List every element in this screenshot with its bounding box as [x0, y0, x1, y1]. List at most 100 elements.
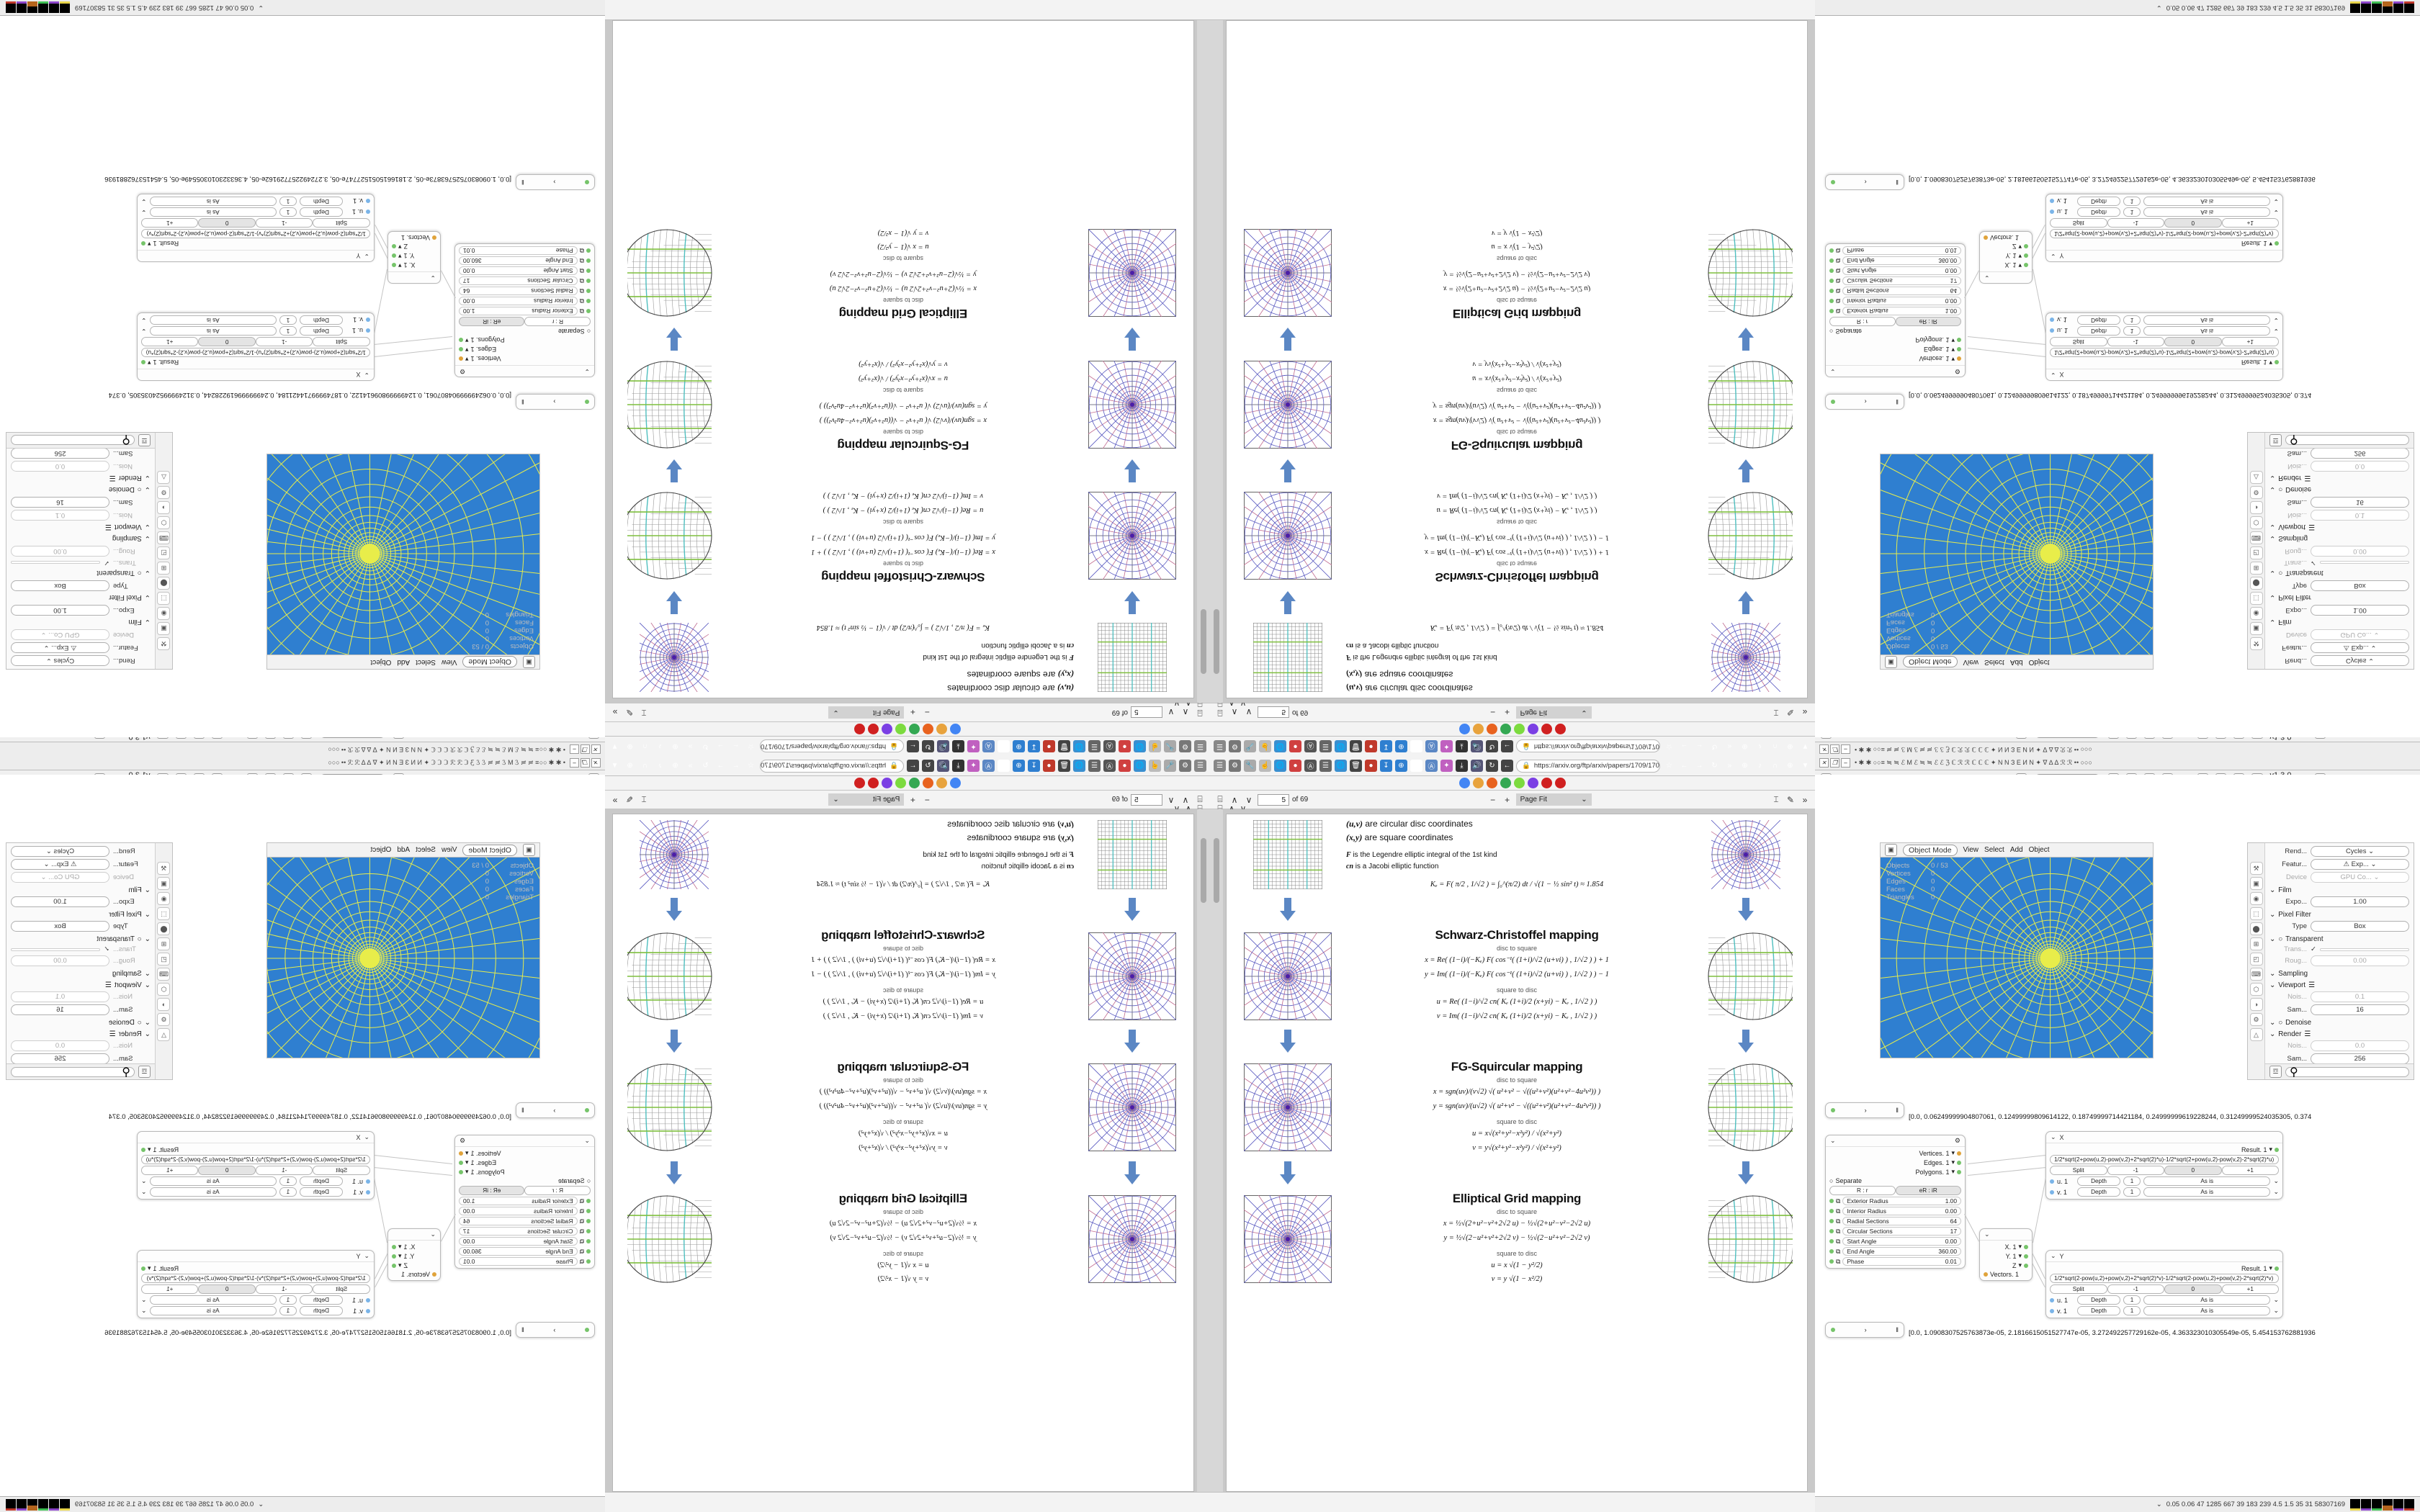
toolbar-icon-11[interactable]: ↧ — [1028, 760, 1040, 772]
chevron-down-icon[interactable]: ⌄ — [2269, 523, 2276, 531]
property-section-header[interactable]: ⌄ Render ☰ — [11, 474, 151, 482]
axis-field[interactable]: As is — [2143, 1176, 2271, 1186]
formula-button[interactable]: Split — [2050, 337, 2107, 346]
window-button[interactable]: – — [570, 744, 579, 754]
torus-prop-value[interactable]: 0.00 — [463, 1207, 475, 1215]
chevron-down-icon[interactable]: ⌄ — [2269, 534, 2276, 542]
nav-icon-0[interactable]: ☆ — [1666, 762, 1672, 770]
chevron-down-icon[interactable]: ⌄ — [45, 657, 54, 665]
properties-tab[interactable]: ⬤ — [2249, 922, 2263, 935]
toolbar-icon-4[interactable]: 🌐 — [1134, 740, 1146, 752]
depth-field[interactable]: Depth — [300, 1306, 343, 1315]
torus-prop-value[interactable]: 64 — [1950, 287, 1957, 294]
node-settings-icon[interactable]: ⚙ — [1954, 368, 1960, 375]
properties-editor[interactable]: ⚒ ▣ ◉ ⬚ ⬤ ⊞ ◰ ⌨ ⬡ ◑ ⚙ △ Rend... Cycles ⌄ Featur... ⚠ Ex… — [2247, 842, 2414, 1080]
link-icon[interactable]: ⧉ — [579, 1217, 584, 1225]
collapsed-node[interactable]: › ‖ — [516, 1102, 595, 1118]
nav-icon-5[interactable]: ⊕ — [1742, 762, 1748, 770]
collapse-chevron-icon[interactable]: ⌄ — [584, 1137, 590, 1144]
chevron-down-icon[interactable]: ⌄ — [2273, 1177, 2279, 1184]
depth-field[interactable]: Depth — [2077, 1176, 2120, 1186]
toolbar-icon-18[interactable]: ↻ — [1486, 760, 1498, 772]
formula-button[interactable]: +1 — [2221, 218, 2279, 228]
output-dropdown-icon[interactable]: ▾ — [465, 1158, 469, 1166]
output-socket[interactable] — [1957, 347, 1961, 352]
toolbar-icon-16[interactable]: ⤓ — [1456, 740, 1468, 752]
bookmarks-bar[interactable] — [605, 721, 1210, 736]
toolbar-icon-6[interactable]: Ⓐ — [1304, 760, 1317, 772]
torus-separate-row[interactable]: ○ Separate — [459, 1177, 591, 1184]
property-section-header[interactable]: ⌄ Pixel Filter — [11, 593, 151, 601]
chevron-down-icon[interactable]: ⌄ — [2273, 198, 2279, 205]
property-value[interactable]: Box — [11, 580, 109, 591]
object-mode-selector[interactable]: Object Mode — [1903, 656, 1958, 668]
nav-icon-9[interactable]: ▼ — [611, 762, 619, 770]
properties-tab[interactable]: ⊞ — [2249, 562, 2263, 575]
object-mode-selector[interactable]: Object Mode — [462, 656, 517, 668]
formula-expression-field[interactable]: 1/2*sqrt(2-pow(u,2)+pow(v,2)+2*sqrt(2)*v… — [141, 229, 370, 238]
torus-prop-value[interactable]: 0.00 — [463, 1238, 475, 1245]
torus-prop-value[interactable]: 0.00 — [1945, 297, 1957, 305]
viewport-3d[interactable]: ▣ Object Mode View Select Add Object Objects 0 … — [1880, 454, 2154, 670]
bookmark-icon-4[interactable] — [1514, 778, 1525, 788]
toolbar-icon-5[interactable]: ● — [1289, 740, 1301, 752]
properties-tab[interactable]: ⊞ — [2249, 937, 2263, 950]
toolbar-icon-19[interactable]: ← — [907, 760, 919, 772]
formula-button[interactable]: +1 — [141, 337, 199, 346]
depth-field[interactable]: Depth — [2077, 1295, 2120, 1305]
torus-prop-value[interactable]: 0.00 — [463, 267, 475, 274]
result-dropdown-icon[interactable]: ▾ — [148, 240, 151, 248]
chevron-down-icon[interactable]: ⌄ — [2273, 1188, 2279, 1195]
viewport-menu-view[interactable]: View — [1963, 658, 1979, 666]
torus-prop-value[interactable]: 0.00 — [1945, 1207, 1957, 1215]
input-socket[interactable] — [586, 1229, 591, 1233]
window-button[interactable]: ❐ — [581, 744, 590, 754]
property-value[interactable]: ⚠ Exp... ⌄ — [2311, 642, 2409, 653]
property-value[interactable]: ⚠ Exp... ⌄ — [11, 859, 109, 870]
filter-icon[interactable]: ☲ — [138, 434, 151, 446]
toolbar-icon-16[interactable]: ⤓ — [1456, 760, 1468, 772]
link-icon[interactable]: ⧉ — [1836, 307, 1841, 315]
output-socket[interactable] — [2024, 244, 2028, 249]
node-chevron-icon[interactable]: › — [553, 1326, 556, 1333]
nav-icon-2[interactable]: → — [1695, 762, 1703, 770]
nav-icon-8[interactable]: ⊕ — [627, 742, 633, 750]
input-socket[interactable] — [366, 1189, 370, 1194]
zoom-select[interactable]: Page Fit⌄ — [1515, 793, 1592, 806]
input-socket[interactable] — [1829, 258, 1834, 263]
output-dropdown-icon[interactable]: ▾ — [398, 262, 402, 269]
toolbar-icon-10[interactable]: ● — [1043, 760, 1055, 772]
axis-field[interactable]: As is — [149, 1187, 277, 1197]
output-socket[interactable] — [459, 1160, 463, 1165]
toolbar-icon-8[interactable]: 🌐 — [1335, 740, 1347, 752]
node-socket[interactable] — [1831, 1328, 1835, 1332]
output-socket[interactable] — [392, 1254, 396, 1259]
bookmark-icon-0[interactable] — [1459, 778, 1470, 788]
torus-mode-tab[interactable]: eR : iR — [1895, 317, 1961, 326]
page-down-icon[interactable]: ∨ — [1245, 794, 1252, 805]
nav-icon-7[interactable]: ∩ — [1772, 762, 1778, 770]
bookmark-icon-0[interactable] — [950, 724, 961, 734]
input-socket[interactable] — [2050, 318, 2054, 323]
input-socket[interactable] — [2050, 1297, 2054, 1302]
filter-icon[interactable]: ☲ — [138, 1066, 151, 1078]
bookmark-icon-3[interactable] — [1500, 778, 1511, 788]
axis-field[interactable]: As is — [2143, 1187, 2271, 1197]
collapsed-node[interactable]: › ‖ — [1825, 1102, 1904, 1118]
output-dropdown-icon[interactable]: ▾ — [398, 1243, 402, 1250]
pdf-scrollbar[interactable] — [1197, 809, 1210, 1492]
formula-button[interactable]: -1 — [2107, 1166, 2164, 1175]
page-up-icon[interactable]: ∧ — [1228, 803, 1235, 814]
torus-mode-tabs[interactable]: R : r eR : iR — [1829, 1186, 1961, 1195]
chevron-down-icon[interactable]: ⌄ — [2273, 328, 2279, 335]
viewport-menu-add[interactable]: Add — [2009, 846, 2023, 854]
node-settings-icon[interactable]: ⚙ — [460, 368, 466, 375]
output-socket[interactable] — [141, 1266, 145, 1271]
input-socket[interactable] — [1829, 248, 1834, 253]
chevron-down-icon[interactable]: ⌄ — [833, 796, 839, 804]
properties-tab[interactable]: ⚙ — [157, 486, 171, 499]
chevron-down-icon[interactable]: ⌄ — [144, 474, 151, 482]
property-value[interactable]: 256 — [2311, 448, 2409, 459]
toolbar-icon-3[interactable]: ☝ — [1149, 740, 1161, 752]
properties-tab-strip[interactable]: ⚒ ▣ ◉ ⬚ ⬤ ⊞ ◰ ⌨ ⬡ ◑ ⚙ △ — [2248, 433, 2265, 669]
